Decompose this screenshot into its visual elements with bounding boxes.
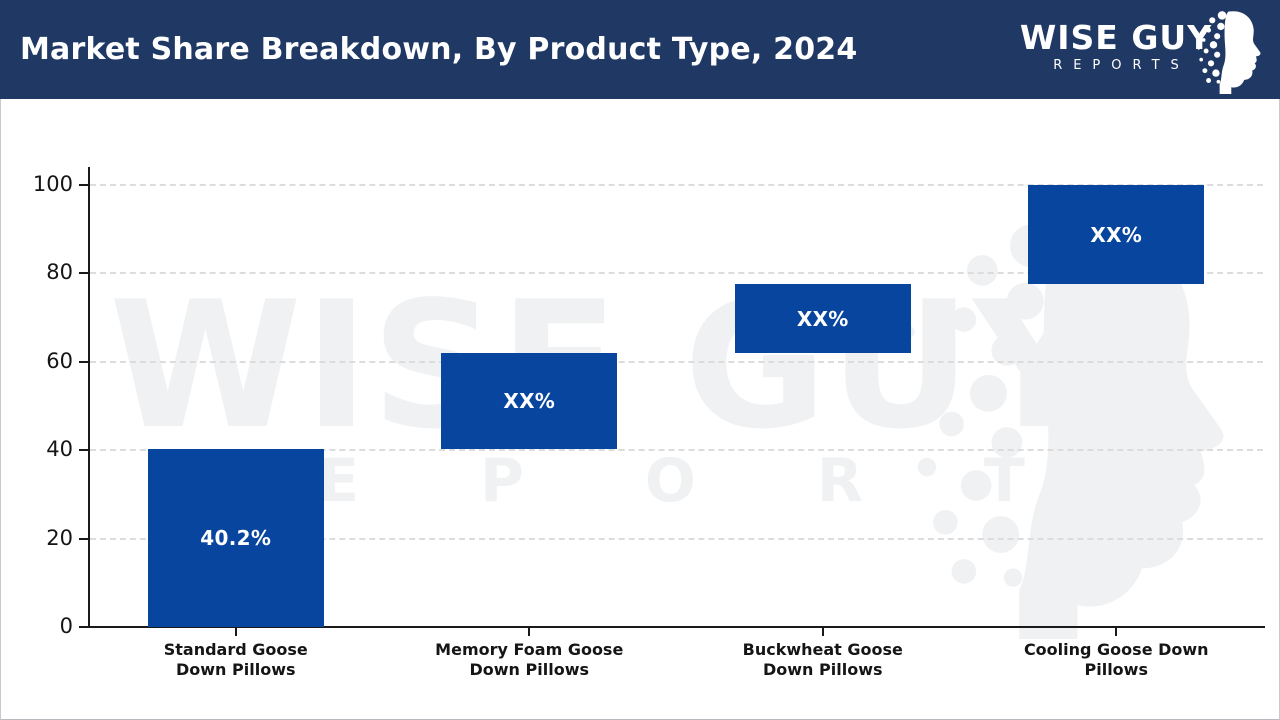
gridline-20 [90, 537, 1263, 540]
bar-segment: XX% [441, 352, 618, 450]
logo-wordmark: WISE GUY [1019, 18, 1213, 57]
y-tick-label-100: 100 [32, 172, 73, 196]
bar-value-label: XX% [1090, 222, 1143, 247]
y-tick-0 [79, 626, 89, 628]
category-label: Memory Foam Goose Down Pillows [435, 640, 624, 679]
y-tick-label-40: 40 [46, 437, 73, 462]
y-tick-label-80: 80 [46, 260, 73, 285]
wiseguy-logo: WISE GUY REPORTS [1016, 6, 1266, 94]
watermark-subtitle: R E P O R T S [151, 446, 1239, 516]
x-tick-0 [234, 628, 237, 636]
header-bar: Market Share Breakdown, By Product Type,… [0, 0, 1280, 99]
x-tick-1 [528, 628, 531, 636]
x-tick-2 [821, 628, 824, 636]
chart-title: Market Share Breakdown, By Product Type,… [20, 32, 858, 67]
x-tick-3 [1115, 628, 1118, 636]
category-label: Cooling Goose Down Pillows [1023, 640, 1209, 679]
y-tick-60 [79, 360, 89, 363]
bar-segment: 40.2% [147, 449, 324, 627]
category-label: Standard Goose Down Pillows [163, 640, 308, 679]
y-tick-label-0: 0 [59, 614, 73, 638]
y-tick-80 [79, 272, 89, 275]
wiseguy-face-icon [1196, 11, 1261, 94]
bar-segment: XX% [1028, 185, 1205, 285]
bar-segment: XX% [734, 284, 911, 353]
y-axis-line [88, 167, 90, 628]
gridline-100 [90, 184, 1263, 186]
y-tick-label-20: 20 [46, 525, 73, 550]
watermark-face-icon [902, 224, 1224, 639]
y-tick-100 [79, 184, 89, 186]
logo-text: WISE GUY REPORTS [1016, 18, 1216, 74]
bar-value-label: XX% [796, 306, 849, 331]
gridline-40 [90, 449, 1263, 452]
bar-value-label: 40.2% [200, 526, 272, 551]
gridline-60 [90, 360, 1263, 363]
category-label: Buckwheat Goose Down Pillows [742, 640, 903, 679]
bar-value-label: XX% [503, 389, 556, 414]
y-tick-label-60: 60 [46, 348, 73, 373]
y-tick-40 [79, 449, 89, 452]
logo-subtitle: REPORTS [1053, 58, 1190, 74]
y-tick-20 [79, 537, 89, 540]
gridline-80 [90, 272, 1263, 275]
x-axis-line [88, 626, 1265, 628]
chart-area: WISE GUY R E P O R T S 0 20 40 60 80 100 40.2%… [0, 99, 1280, 720]
